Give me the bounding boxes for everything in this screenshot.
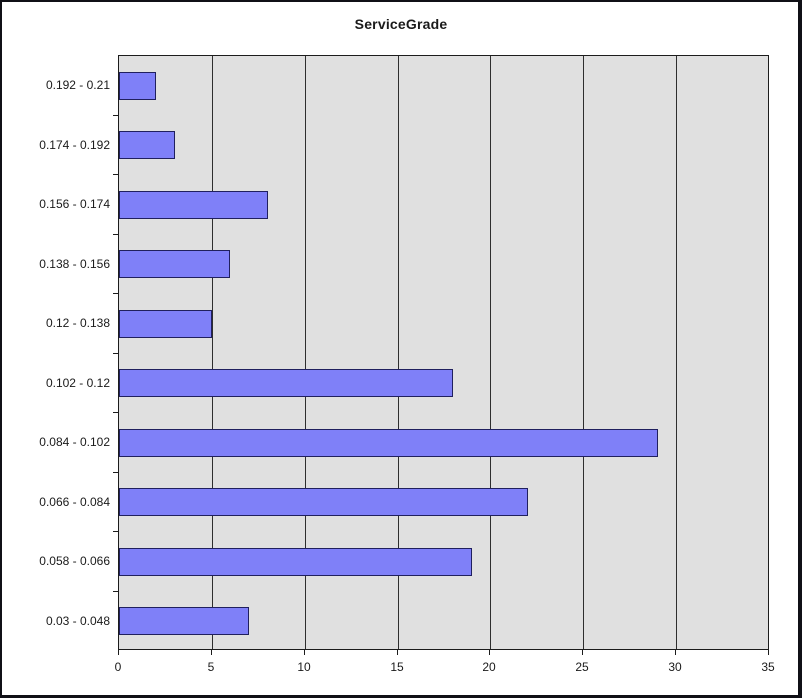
x-tick-mark: [675, 650, 676, 655]
y-category-label: 0.156 - 0.174: [39, 197, 110, 211]
gridline: [583, 56, 584, 649]
y-category-label: 0.084 - 0.102: [39, 435, 110, 449]
y-category-label: 0.03 - 0.048: [45, 614, 110, 628]
y-tick-mark: [113, 472, 118, 473]
x-tick-label: 30: [668, 660, 682, 674]
bar: [119, 72, 156, 100]
y-category-label: 0.138 - 0.156: [39, 257, 110, 271]
y-category-label: 0.058 - 0.066: [39, 554, 110, 568]
bar: [119, 429, 658, 457]
x-tick-mark: [304, 650, 305, 655]
x-tick-label: 5: [207, 660, 215, 674]
x-tick-label: 10: [297, 660, 311, 674]
bar: [119, 250, 230, 278]
x-tick-mark: [118, 650, 119, 655]
x-tick-label: 20: [482, 660, 496, 674]
x-tick-mark: [582, 650, 583, 655]
x-tick-label: 35: [761, 660, 775, 674]
x-tick-mark: [211, 650, 212, 655]
y-category-label: 0.12 - 0.138: [45, 316, 110, 330]
gridline: [490, 56, 491, 649]
bar: [119, 488, 528, 516]
bar: [119, 607, 249, 635]
y-category-label: 0.102 - 0.12: [45, 376, 110, 390]
gridline: [676, 56, 677, 649]
y-category-label: 0.066 - 0.084: [39, 495, 110, 509]
gridline: [398, 56, 399, 649]
plot-area: [118, 55, 769, 650]
y-tick-mark: [113, 591, 118, 592]
y-tick-mark: [113, 531, 118, 532]
y-tick-mark: [113, 234, 118, 235]
y-tick-mark: [113, 353, 118, 354]
x-tick-label: 15: [390, 660, 404, 674]
x-tick-mark: [397, 650, 398, 655]
x-tick-label: 0: [114, 660, 122, 674]
y-tick-mark: [113, 293, 118, 294]
gridline: [212, 56, 213, 649]
y-tick-mark: [113, 115, 118, 116]
bar: [119, 369, 453, 397]
bar: [119, 191, 268, 219]
x-tick-label: 25: [575, 660, 589, 674]
chart-title: ServiceGrade: [354, 16, 448, 32]
bar: [119, 548, 472, 576]
y-tick-mark: [113, 174, 118, 175]
x-tick-mark: [489, 650, 490, 655]
gridline: [305, 56, 306, 649]
y-tick-mark: [113, 412, 118, 413]
y-category-label: 0.174 - 0.192: [39, 138, 110, 152]
x-tick-mark: [768, 650, 769, 655]
bar: [119, 310, 212, 338]
bar: [119, 131, 175, 159]
y-category-label: 0.192 - 0.21: [45, 78, 110, 92]
